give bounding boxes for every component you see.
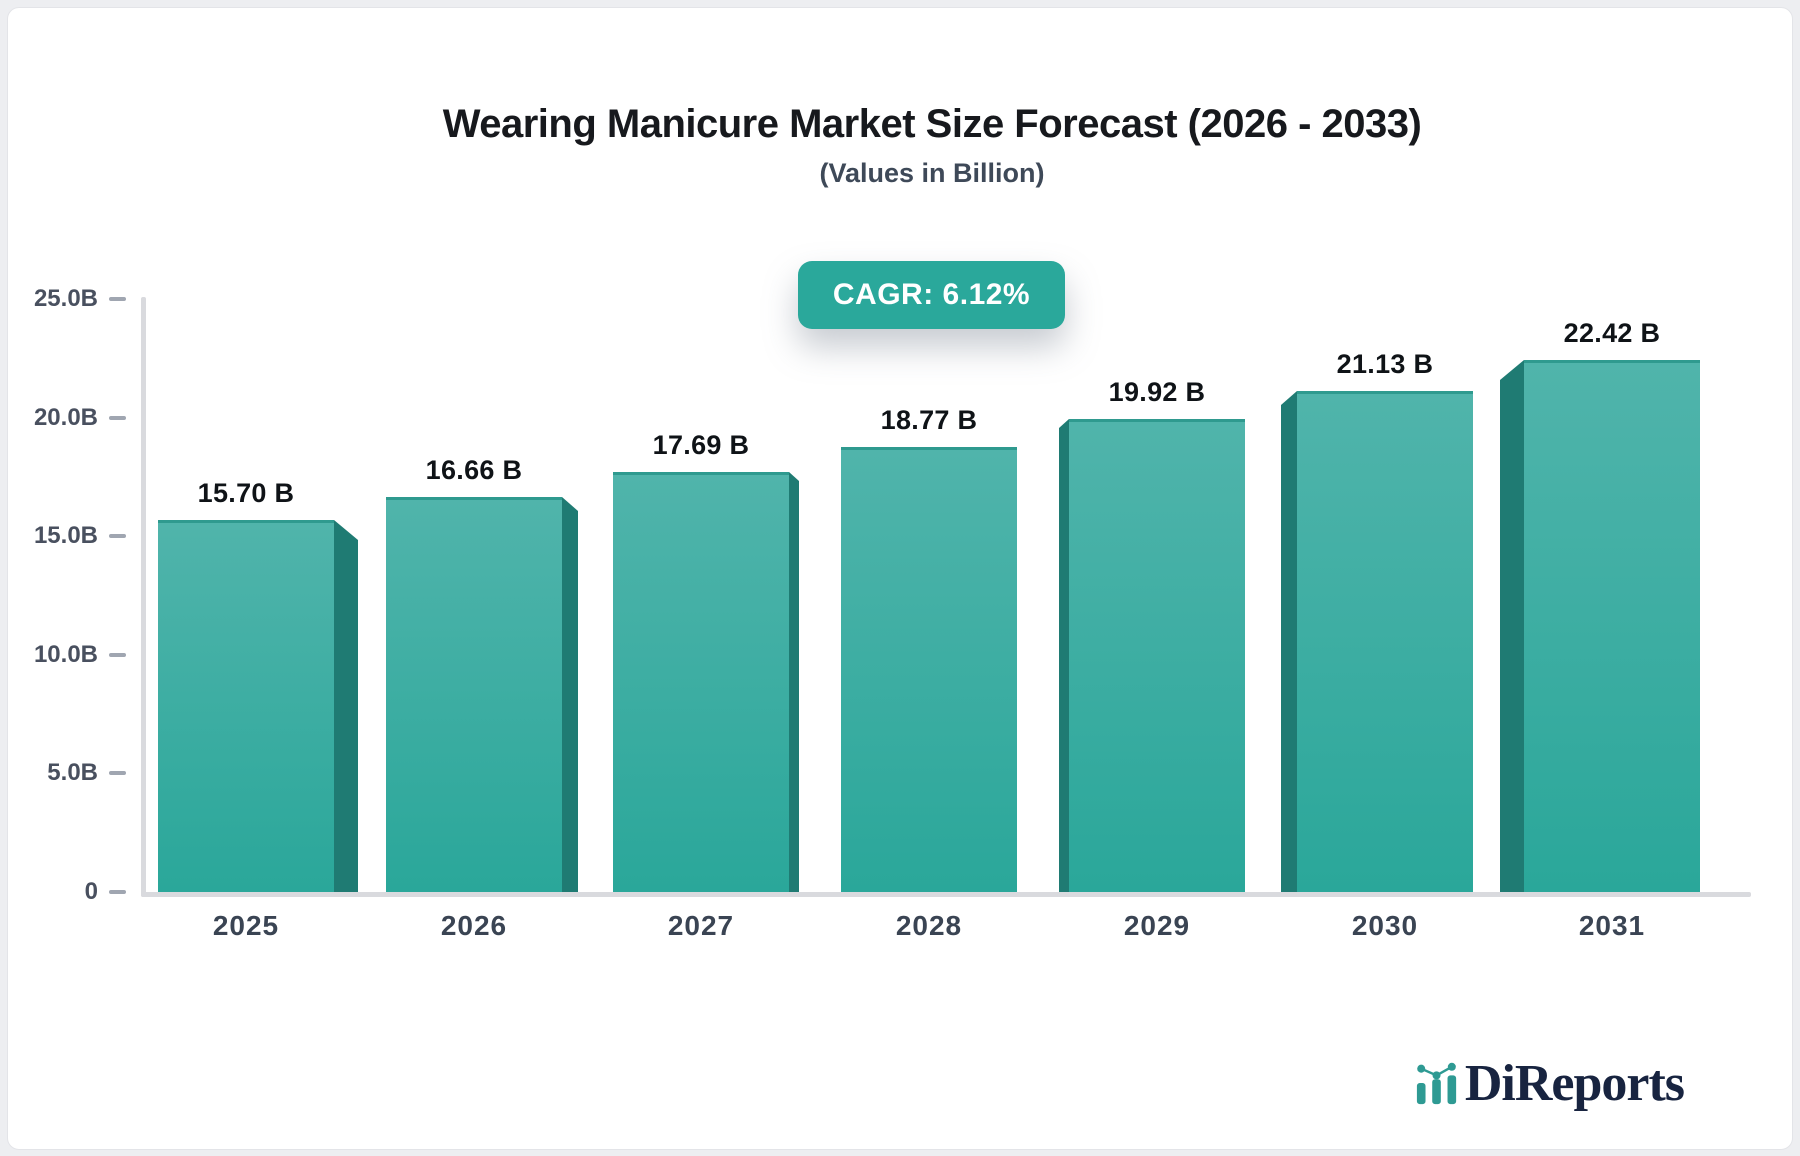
bar-2026 [386,497,562,892]
bar-side-face-2029 [1059,419,1069,892]
brand-name: DiReports [1464,1055,1685,1112]
bar-value-label-2031: 22.42 B [1563,318,1661,348]
y-tick-label: 10.0B [33,640,98,668]
y-tick-label: 20.0B [33,403,98,431]
x-axis-label-2030: 2030 [1351,910,1419,941]
x-axis-label-2027: 2027 [667,910,735,941]
bar-value-label-2028: 18.77 B [880,405,978,435]
bar-value-label-2026: 16.66 B [425,455,523,485]
x-axis-label-2026: 2026 [440,910,508,941]
y-tick-dash [109,415,126,420]
brand-logo: DiReports [1415,1040,1685,1112]
chart-subtitle: (Values in Billion) [819,158,1045,188]
y-tick-label: 25.0B [33,285,98,312]
cagr-badge-label: CAGR: 6.12% [832,278,1031,311]
chart-title: Wearing Manicure Market Size Forecast (2… [442,102,1422,146]
cagr-badge: CAGR: 6.12% [798,261,1065,329]
bar-2028 [841,447,1017,892]
bar-2027 [613,472,789,892]
x-axis-label-2031: 2031 [1578,910,1646,941]
chart-card: Wearing Manicure Market Size Forecast (2… [7,7,1793,1150]
x-axis-line [141,892,1751,897]
chart-canvas: Wearing Manicure Market Size Forecast (2… [8,8,1792,1149]
bar-side-face-2027 [789,472,799,892]
bar-value-label-2029: 19.92 B [1108,377,1206,407]
bar-side-face-2030 [1281,391,1297,892]
bar-2031 [1524,360,1700,892]
bar-side-face-2031 [1500,360,1524,892]
mini-bar-chart-icon [1416,1062,1456,1105]
y-tick-label: 15.0B [33,522,98,550]
y-tick-label: 5.0B [47,759,98,787]
x-axis-label-2029: 2029 [1123,910,1191,941]
y-tick-label: 0 [84,878,98,905]
bar-2025 [158,520,334,892]
y-tick-dash [109,297,126,301]
y-axis-line [141,297,146,897]
bar-2029 [1069,419,1245,892]
bar-2030 [1297,391,1473,892]
y-tick-dash [109,890,126,894]
y-tick-dash [109,652,126,657]
bar-value-label-2025: 15.70 B [197,478,295,508]
x-axis-label-2025: 2025 [212,910,280,941]
bar-side-face-2025 [334,520,358,892]
y-tick-dash [109,534,126,539]
bar-value-label-2027: 17.69 B [652,430,750,460]
x-axis-label-2028: 2028 [895,910,963,941]
bar-side-face-2026 [562,497,578,892]
y-tick-dash [109,771,126,776]
bar-value-label-2030: 21.13 B [1336,349,1434,379]
